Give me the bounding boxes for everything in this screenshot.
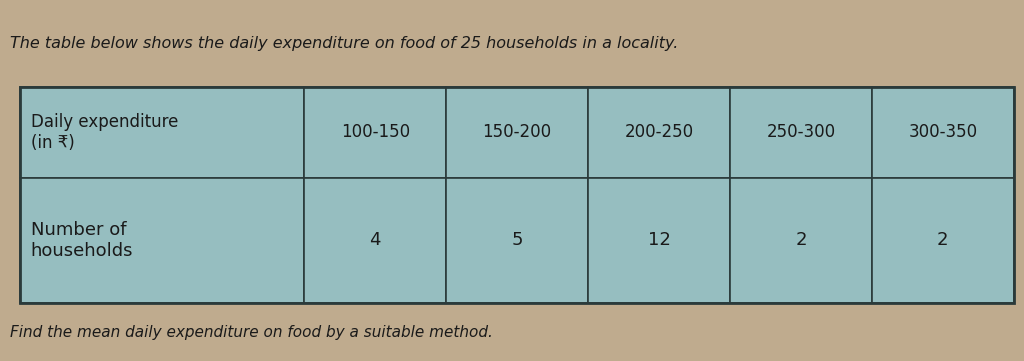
Bar <box>304 178 446 303</box>
Text: 2: 2 <box>937 231 948 249</box>
Text: 2: 2 <box>796 231 807 249</box>
Bar <box>871 178 1014 303</box>
Bar <box>20 178 304 303</box>
Text: 300-350: 300-350 <box>908 123 977 141</box>
Text: The table below shows the daily expenditure on food of 25 households in a locali: The table below shows the daily expendit… <box>10 36 679 51</box>
Text: 250-300: 250-300 <box>766 123 836 141</box>
Bar <box>730 87 871 178</box>
Text: 150-200: 150-200 <box>482 123 552 141</box>
Bar <box>588 178 730 303</box>
Bar <box>588 87 730 178</box>
Bar <box>871 87 1014 178</box>
Bar <box>446 87 588 178</box>
Text: 12: 12 <box>647 231 671 249</box>
Text: 4: 4 <box>370 231 381 249</box>
Bar <box>20 87 304 178</box>
Bar <box>304 87 446 178</box>
Text: Daily expenditure
(in ₹): Daily expenditure (in ₹) <box>31 113 178 152</box>
Text: 200-250: 200-250 <box>625 123 693 141</box>
Bar <box>446 178 588 303</box>
Bar <box>20 87 1014 303</box>
Text: 100-150: 100-150 <box>341 123 410 141</box>
Text: Find the mean daily expenditure on food by a suitable method.: Find the mean daily expenditure on food … <box>10 325 494 340</box>
Bar <box>730 178 871 303</box>
Text: Number of
households: Number of households <box>31 221 133 260</box>
Text: 5: 5 <box>511 231 523 249</box>
